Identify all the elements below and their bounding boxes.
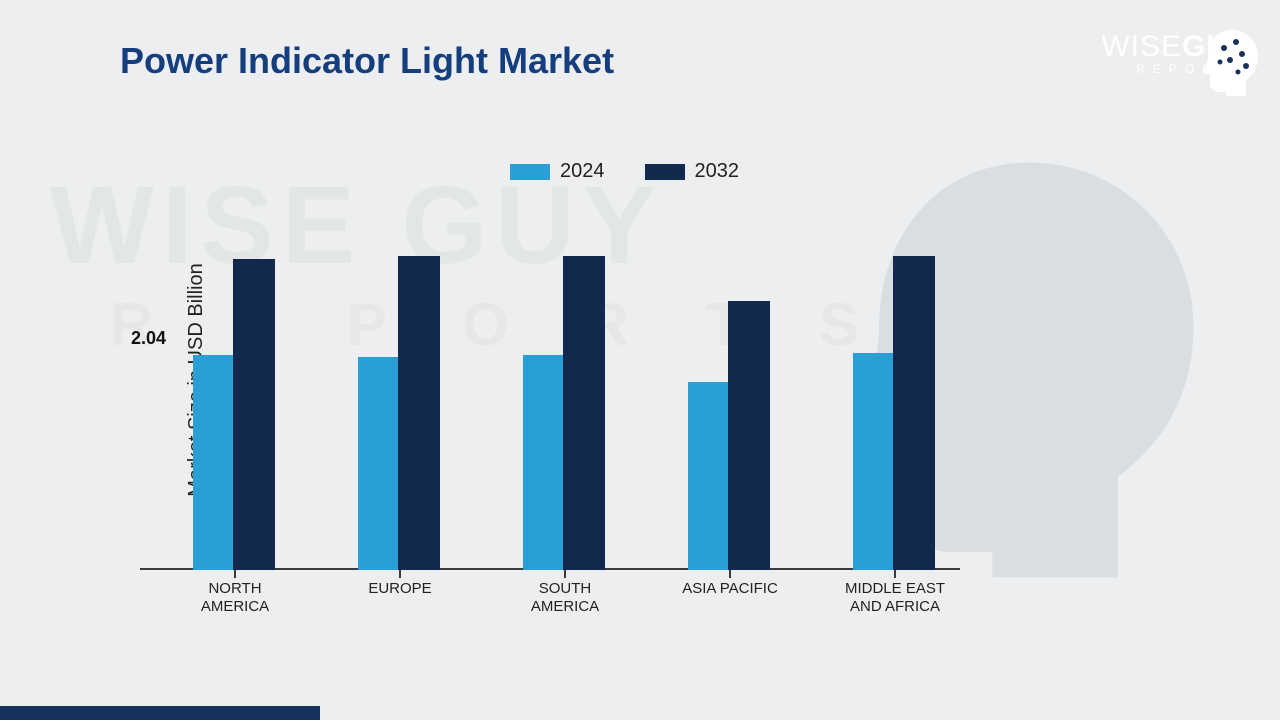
legend-label-2024: 2024: [560, 160, 605, 183]
bar-2032: [893, 256, 935, 570]
x-tick: [894, 570, 896, 578]
bar-2024: [688, 382, 730, 570]
legend-swatch-2032: [645, 164, 685, 180]
chart-area: Market Size in USD Billion 2024 2032 NOR…: [90, 160, 960, 600]
x-tick: [729, 570, 731, 578]
bar-2032: [398, 256, 440, 570]
bar-2032: [233, 259, 275, 570]
value-label: 2.04: [131, 328, 166, 349]
x-tick: [234, 570, 236, 578]
bar-2024: [193, 355, 235, 570]
legend-item-2024: 2024: [510, 160, 605, 183]
legend-item-2032: 2032: [645, 160, 740, 183]
bar-2024: [358, 357, 400, 570]
plot-area: NORTH AMERICA2.04EUROPESOUTH AMERICAASIA…: [140, 190, 960, 570]
bar-2024: [853, 353, 895, 570]
category-label: MIDDLE EAST AND AFRICA: [835, 580, 955, 616]
logo-word-a: WISE: [1101, 30, 1182, 63]
category-label: SOUTH AMERICA: [505, 580, 625, 616]
chart-title: Power Indicator Light Market: [120, 40, 614, 82]
bar-2024: [523, 355, 565, 570]
x-tick: [399, 570, 401, 578]
footer-accent-bar: [0, 706, 320, 720]
category-label: ASIA PACIFIC: [670, 580, 790, 598]
legend-label-2032: 2032: [695, 160, 740, 183]
chart-canvas: WISEGUY REPORTS WISE GUY R E P O R T S P…: [0, 0, 1280, 720]
logo-head-icon: [1202, 28, 1262, 98]
bar-2032: [563, 256, 605, 570]
category-label: NORTH AMERICA: [175, 580, 295, 616]
x-tick: [564, 570, 566, 578]
bar-2032: [728, 301, 770, 570]
category-label: EUROPE: [340, 580, 460, 598]
legend: 2024 2032: [510, 160, 739, 183]
legend-swatch-2024: [510, 164, 550, 180]
